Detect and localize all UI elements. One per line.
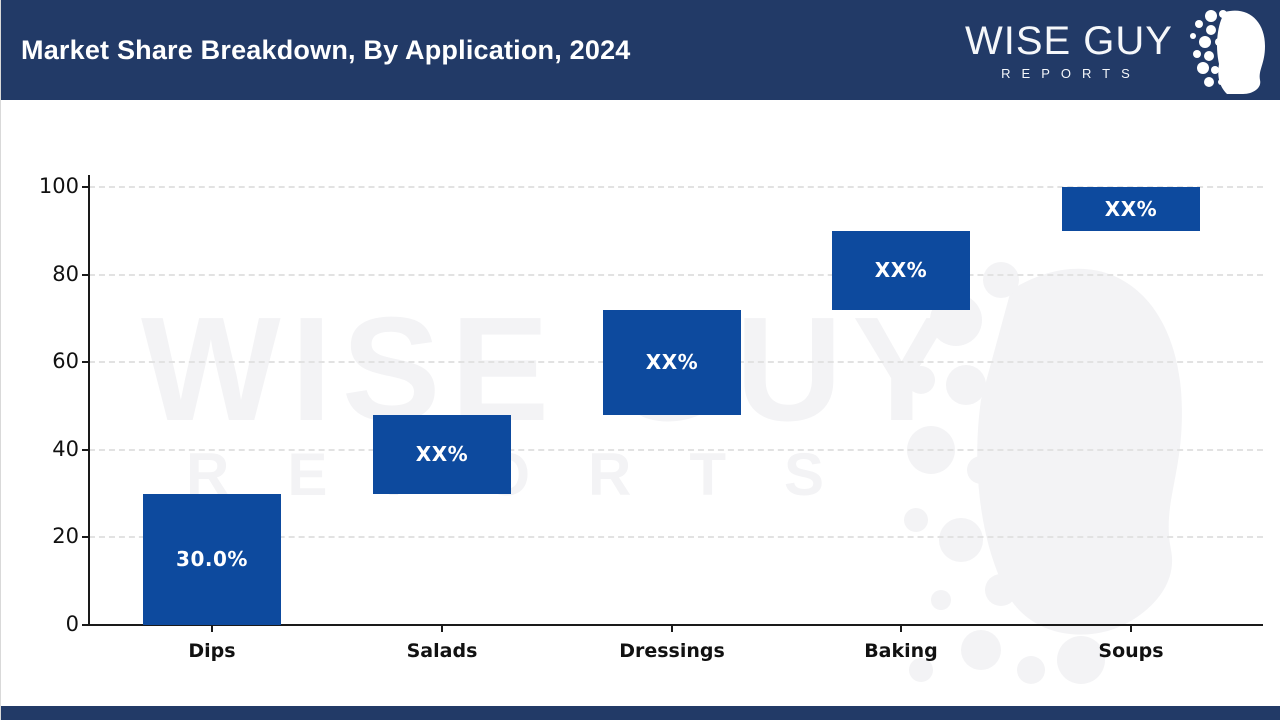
bar-value-label: 30.0% xyxy=(176,547,248,572)
y-tick-label: 40 xyxy=(52,436,79,461)
y-tick-mark xyxy=(82,186,89,188)
y-tick-label: 80 xyxy=(52,261,79,286)
x-tick-mark xyxy=(671,625,673,632)
y-tick-label: 100 xyxy=(38,174,79,198)
x-tick-label: Salads xyxy=(406,640,478,662)
x-tick-mark xyxy=(1130,625,1132,632)
bar-value-label: XX% xyxy=(415,442,469,467)
y-tick-mark xyxy=(82,536,89,539)
y-tick-label: 20 xyxy=(52,524,79,549)
y-tick-mark xyxy=(82,624,89,626)
footer-bar xyxy=(1,706,1280,720)
x-tick-mark xyxy=(211,625,213,632)
wise-guy-reports-logo: WISE GUY REPORTS xyxy=(965,6,1267,94)
gridline xyxy=(89,186,1263,188)
y-tick-label: 60 xyxy=(52,349,79,374)
x-tick-mark xyxy=(900,625,902,632)
logo-wiseguy-text: WISE GUY xyxy=(964,18,1173,63)
gridline xyxy=(89,273,1263,276)
y-tick-label: 0 xyxy=(65,612,79,636)
gridline xyxy=(89,536,1263,539)
header-bar: Market Share Breakdown, By Application, … xyxy=(1,0,1280,100)
x-axis-line xyxy=(88,624,1263,626)
bar-value-label: XX% xyxy=(1104,196,1158,221)
bar-dressings: XX% xyxy=(603,309,741,415)
bar-soups: XX% xyxy=(1062,187,1200,231)
y-tick-mark xyxy=(82,448,89,451)
logo-head-icon xyxy=(1190,10,1265,94)
x-tick-mark xyxy=(441,625,443,632)
gridline xyxy=(89,448,1263,451)
bar-baking: XX% xyxy=(832,230,970,310)
x-tick-label: Baking xyxy=(864,640,938,662)
x-tick-label: Soups xyxy=(1098,640,1164,662)
logo-text: WISE GUY REPORTS xyxy=(965,21,1173,80)
bar-value-label: XX% xyxy=(874,258,928,283)
bar-dips: 30.0% xyxy=(143,493,281,625)
x-tick-label: Dips xyxy=(188,640,236,662)
logo-reports-text: REPORTS xyxy=(1001,65,1141,81)
y-tick-mark xyxy=(82,361,89,364)
bar-value-label: XX% xyxy=(645,350,699,375)
y-tick-mark xyxy=(82,273,89,276)
x-tick-label: Dressings xyxy=(619,640,725,662)
bar-salads: XX% xyxy=(373,414,511,494)
y-axis-line xyxy=(88,175,90,626)
page-title: Market Share Breakdown, By Application, … xyxy=(21,34,631,65)
